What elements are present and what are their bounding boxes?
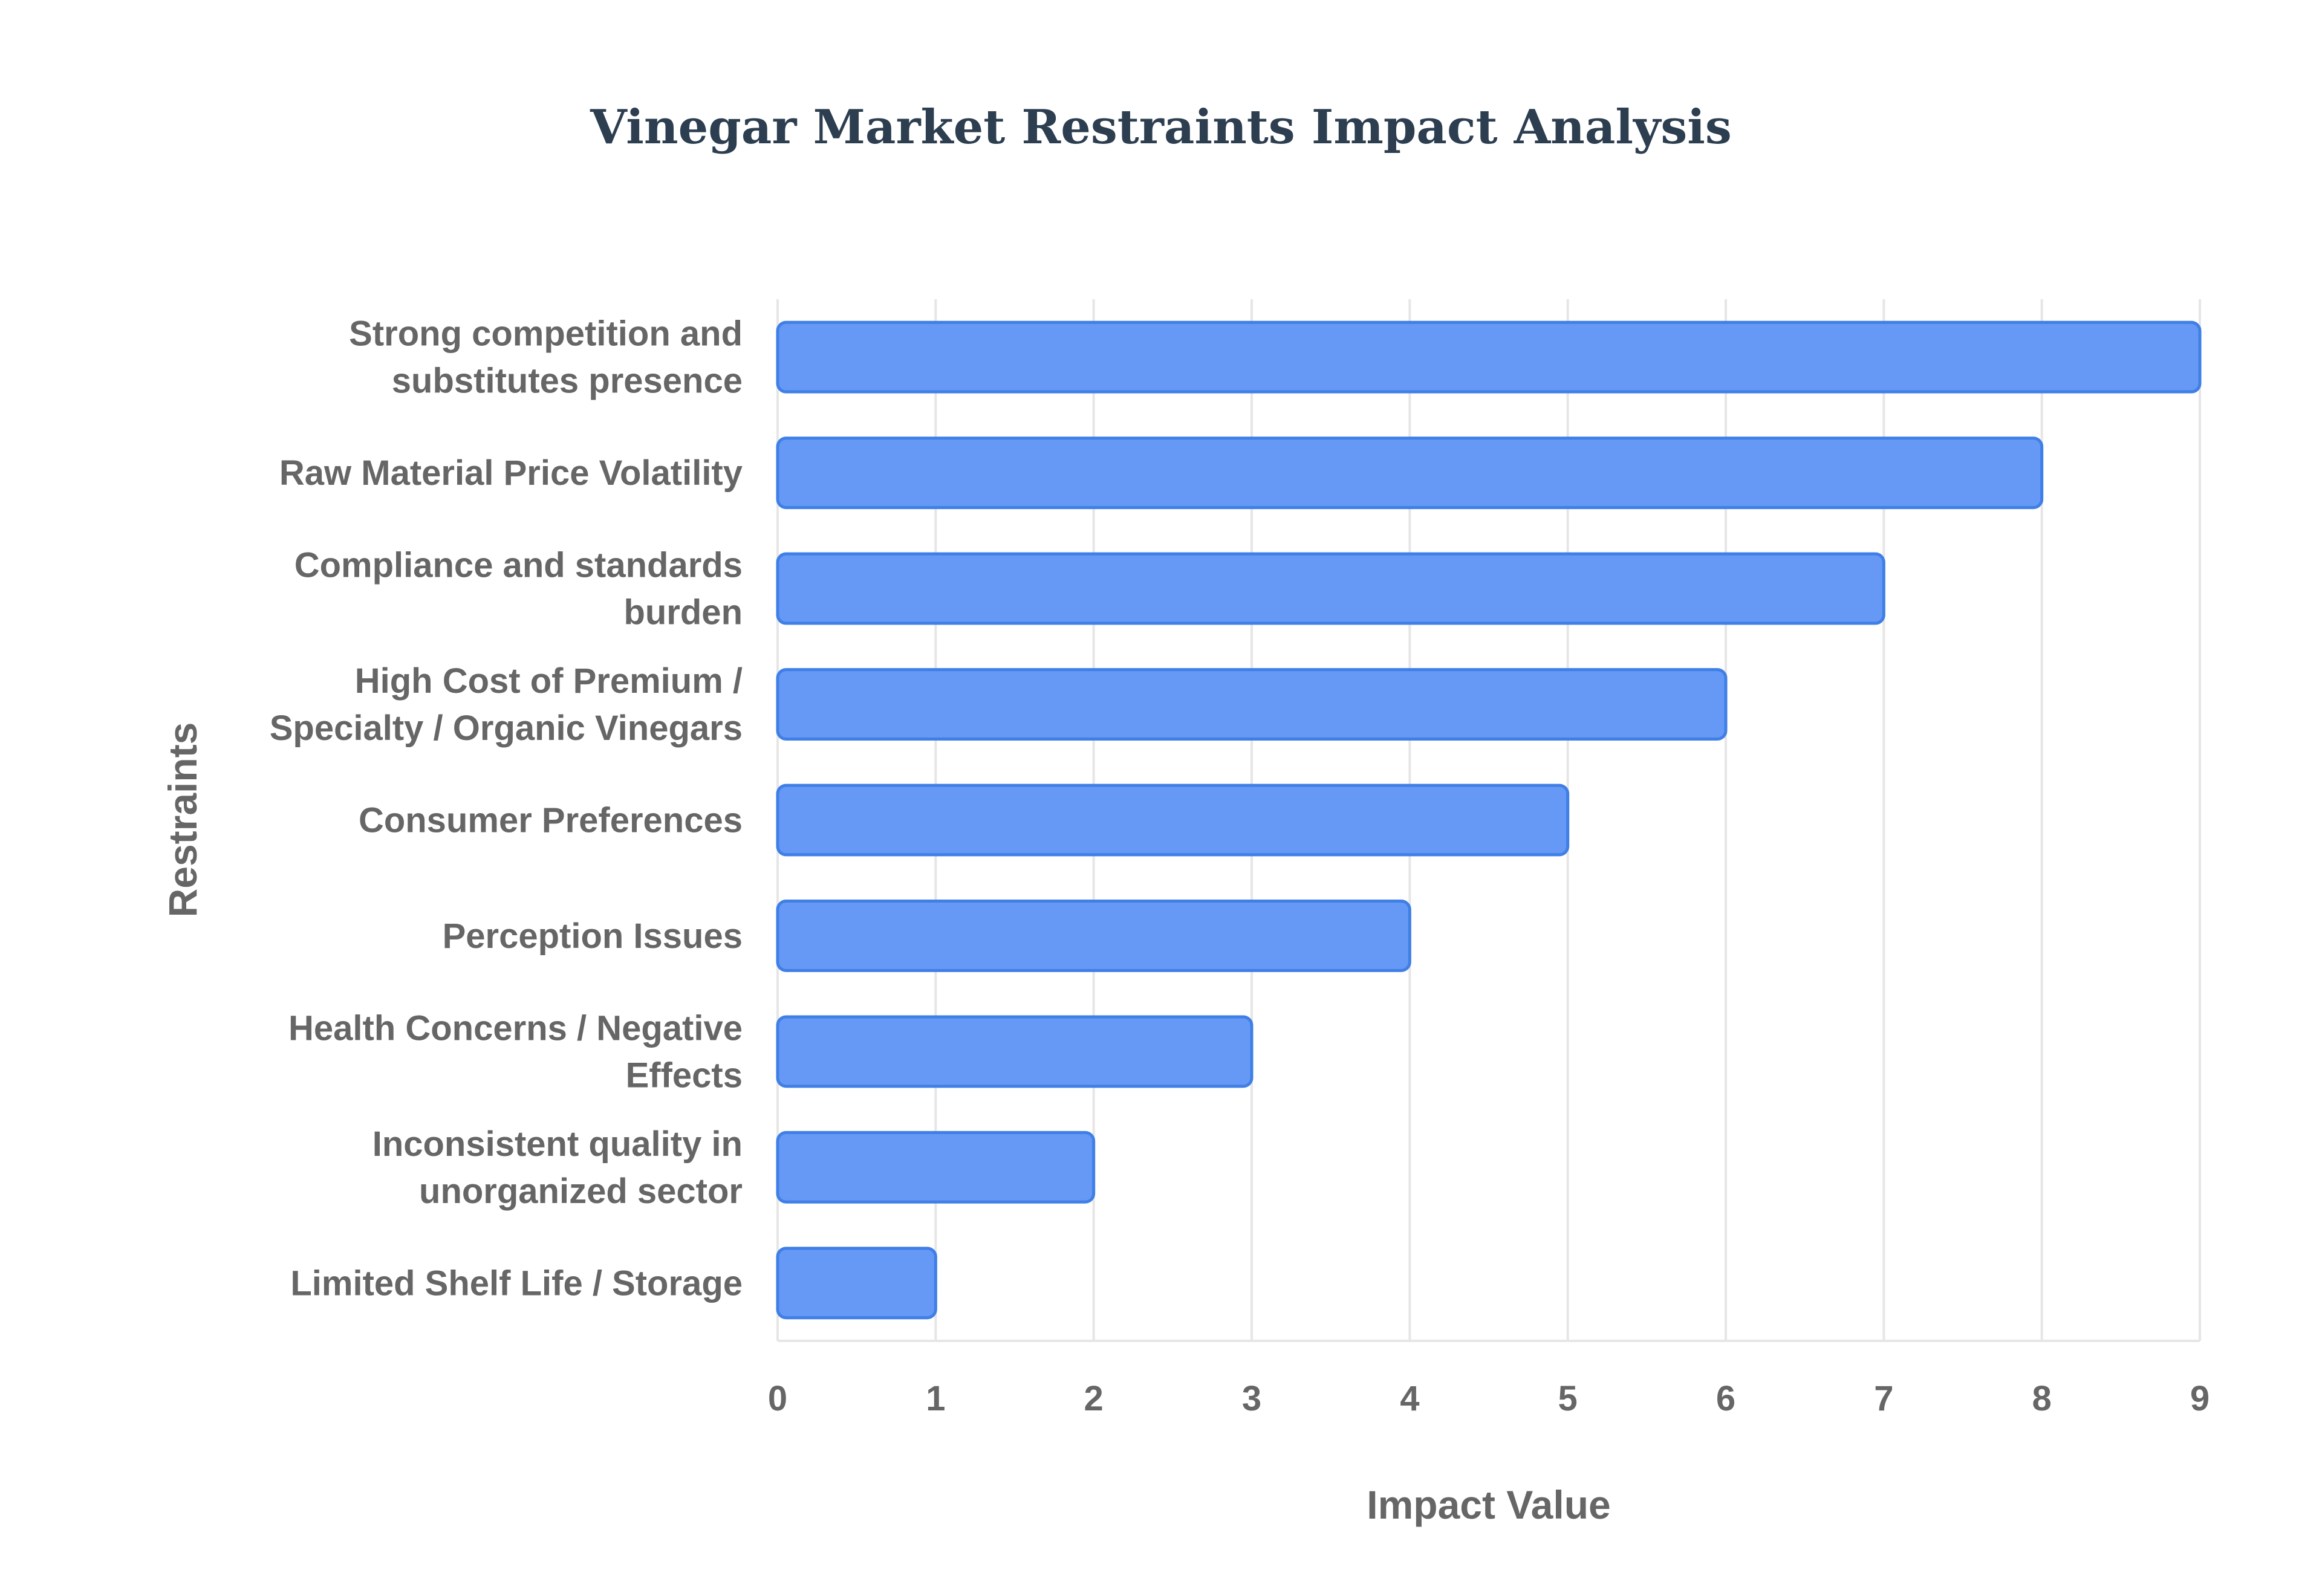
category-labels: Strong competition and substitutes presen… [270, 314, 743, 1303]
y-axis-title: Restraints [160, 722, 205, 918]
bar-7[interactable] [776, 1015, 1254, 1088]
x-tick-labels: 0 1 2 3 4 5 6 7 8 9 [768, 1379, 2210, 1418]
category-label-4: High Cost of Premium / Specialty / Organi… [270, 661, 743, 748]
bar-5[interactable] [776, 783, 1570, 857]
x-tick-label-9: 9 [2190, 1379, 2210, 1418]
category-label-9: Limited Shelf Life / Storage [290, 1264, 743, 1303]
category-label-5: Consumer Preferences [359, 801, 743, 840]
bar-3[interactable] [776, 552, 1885, 625]
category-label-2: Raw Material Price Volatility [279, 453, 743, 493]
category-label-3: Compliance and standards burden [294, 546, 743, 632]
chart-title: Vinegar Market Restraints Impact Analysi… [590, 100, 1732, 155]
category-label-7: Health Concerns / Negative Effects [288, 1008, 743, 1095]
category-label-6: Perception Issues [443, 916, 743, 956]
x-tick-label-8: 8 [2032, 1379, 2052, 1418]
bars [776, 320, 2202, 1320]
bar-4[interactable] [776, 668, 1728, 741]
x-tick-label-4: 4 [1400, 1379, 1419, 1418]
x-tick-label-1: 1 [926, 1379, 945, 1418]
x-tick-label-3: 3 [1242, 1379, 1261, 1418]
bar-9[interactable] [776, 1247, 937, 1320]
x-tick-label-0: 0 [768, 1379, 787, 1418]
x-axis-title: Impact Value [1367, 1482, 1611, 1527]
category-label-8: Inconsistent quality in unorganized secto… [372, 1124, 743, 1211]
x-tick-label-7: 7 [1874, 1379, 1893, 1418]
x-tick-label-2: 2 [1084, 1379, 1104, 1418]
bar-1[interactable] [776, 320, 2202, 394]
bar-8[interactable] [776, 1130, 1096, 1204]
bar-6[interactable] [776, 900, 1411, 972]
bar-2[interactable] [776, 436, 2044, 510]
x-tick-label-5: 5 [1558, 1379, 1578, 1418]
category-label-1: Strong competition and substitutes presen… [349, 314, 743, 401]
x-tick-label-6: 6 [1716, 1379, 1735, 1418]
